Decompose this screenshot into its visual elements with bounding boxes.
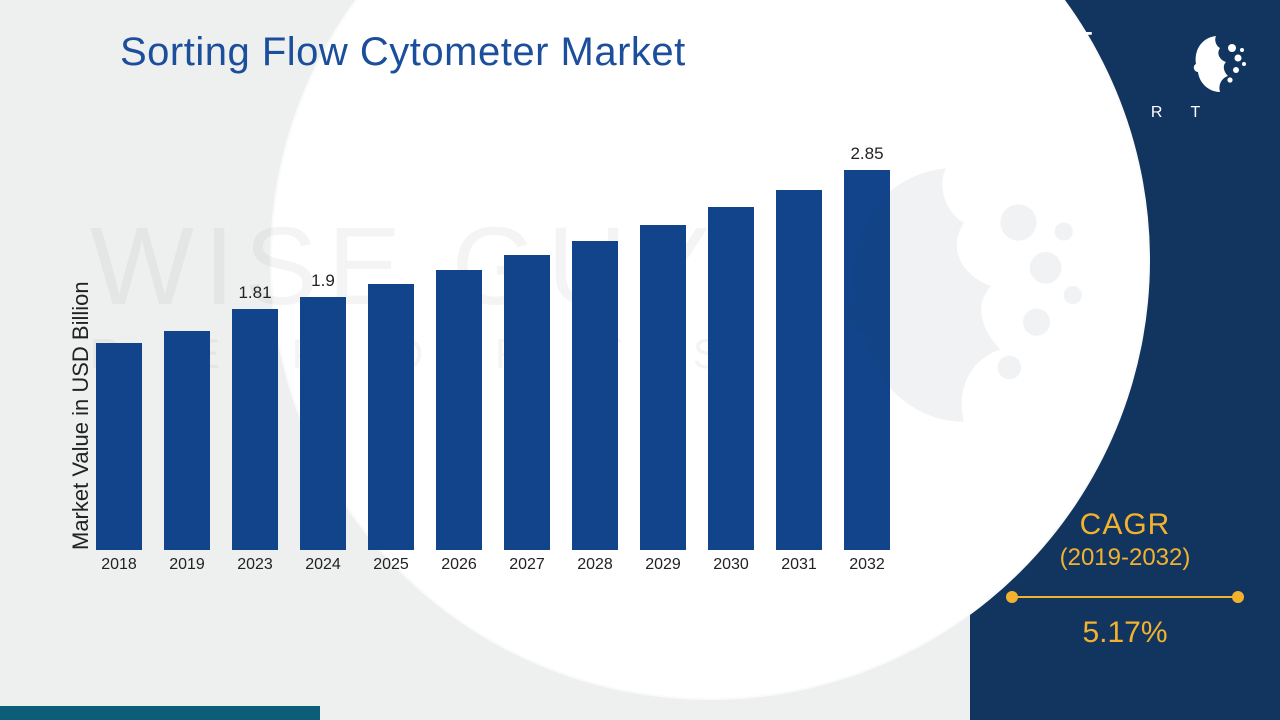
bar	[232, 309, 278, 550]
bar	[436, 270, 482, 550]
bar	[572, 241, 618, 550]
bar	[708, 207, 754, 550]
x-axis-tick-label: 2019	[153, 556, 221, 574]
bar-chart: 1.811.92.85 2018201920232024202520262027…	[96, 160, 906, 550]
bar	[164, 331, 210, 550]
bar-value-label: 1.9	[290, 271, 356, 291]
x-axis-tick-label: 2031	[765, 556, 833, 574]
cagr-range: (2019-2032)	[1000, 544, 1250, 572]
x-axis-tick-label: 2018	[85, 556, 153, 574]
x-axis-tick-label: 2025	[357, 556, 425, 574]
x-axis-tick-label: 2029	[629, 556, 697, 574]
bottom-accent-strip	[0, 706, 320, 720]
page-root: WISE GUY R E P O R T S Sorting Flow Cyto…	[0, 0, 1280, 720]
ai-head-icon	[1186, 32, 1250, 96]
bar	[504, 255, 550, 550]
cagr-label: CAGR	[1000, 508, 1250, 542]
bar	[96, 343, 142, 550]
bar	[368, 284, 414, 550]
bar	[300, 297, 346, 550]
bar	[640, 225, 686, 550]
bar-value-label: 1.81	[222, 283, 288, 303]
y-axis-label: Market Value in USD Billion	[68, 281, 94, 550]
x-axis-tick-label: 2027	[493, 556, 561, 574]
cagr-divider	[1012, 596, 1238, 598]
cagr-value: 5.17%	[1000, 616, 1250, 650]
brand-logo: WISE GUY R E P O R T S	[990, 26, 1250, 140]
x-axis-tick-label: 2030	[697, 556, 765, 574]
x-axis-tick-label: 2028	[561, 556, 629, 574]
x-axis-tick-label: 2032	[833, 556, 901, 574]
chart-plot-area: 1.811.92.85	[96, 160, 906, 550]
x-axis-tick-label: 2026	[425, 556, 493, 574]
logo-text-sub: R E P O R T S	[992, 104, 1250, 140]
x-axis-tick-label: 2024	[289, 556, 357, 574]
cagr-panel: CAGR (2019-2032) 5.17%	[1000, 508, 1250, 650]
watermark-head-icon	[810, 150, 1100, 440]
chart-title: Sorting Flow Cytometer Market	[120, 30, 686, 75]
logo-text-main: WISE GUY	[990, 26, 1176, 102]
x-axis-tick-label: 2023	[221, 556, 289, 574]
